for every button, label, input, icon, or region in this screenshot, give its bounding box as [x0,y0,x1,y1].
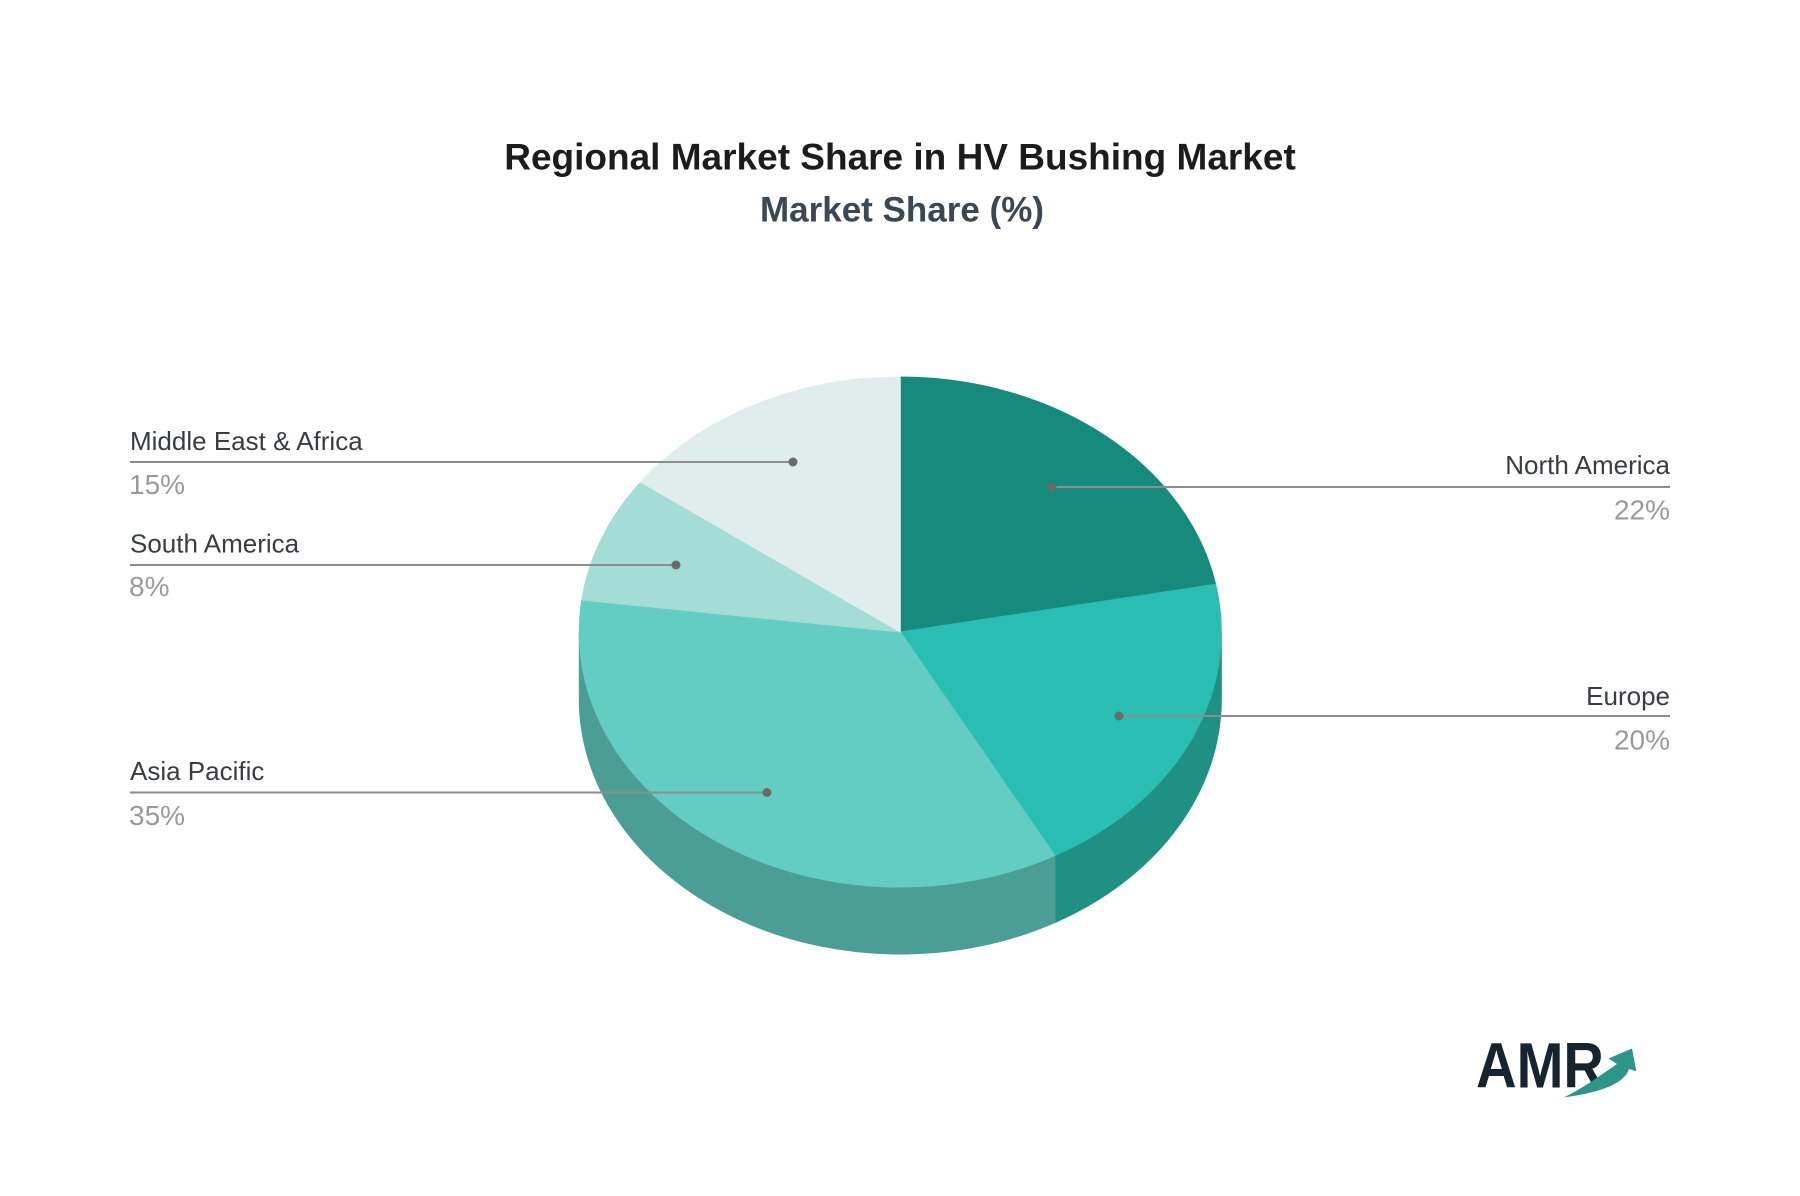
svg-text:North America: North America [1505,450,1670,480]
svg-text:15%: 15% [129,469,185,500]
svg-text:35%: 35% [129,800,185,831]
svg-text:20%: 20% [1614,725,1670,756]
svg-text:Regional Market Share in HV Bu: Regional Market Share in HV Bushing Mark… [504,137,1296,178]
svg-text:Asia Pacific: Asia Pacific [130,756,264,786]
svg-text:Europe: Europe [1586,681,1670,711]
svg-text:Middle East & Africa: Middle East & Africa [130,426,363,456]
svg-text:8%: 8% [129,571,169,602]
svg-text:South America: South America [130,529,300,559]
svg-text:22%: 22% [1614,495,1670,526]
svg-text:Market Share (%): Market Share (%) [760,191,1044,230]
